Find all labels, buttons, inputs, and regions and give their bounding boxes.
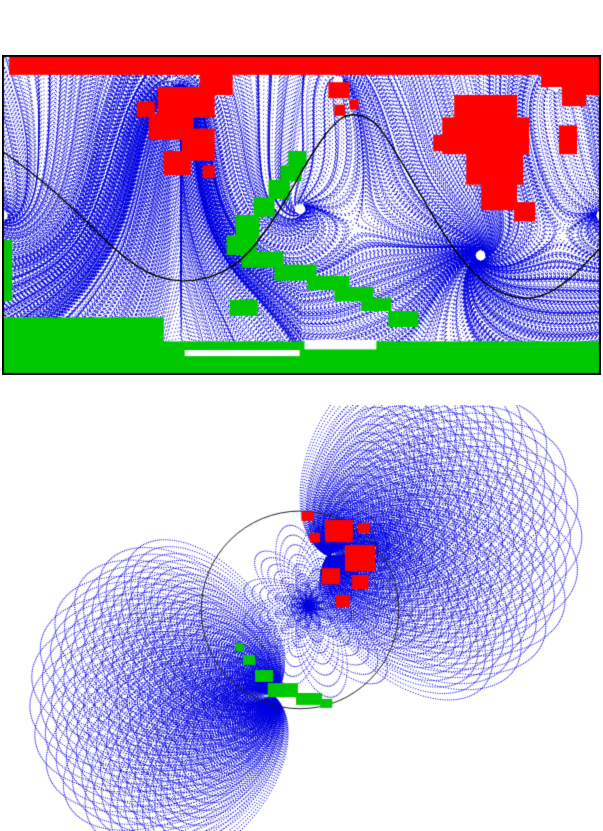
- streamline-3d-canvas: [0, 405, 603, 831]
- streamline-map-canvas: [2, 55, 601, 375]
